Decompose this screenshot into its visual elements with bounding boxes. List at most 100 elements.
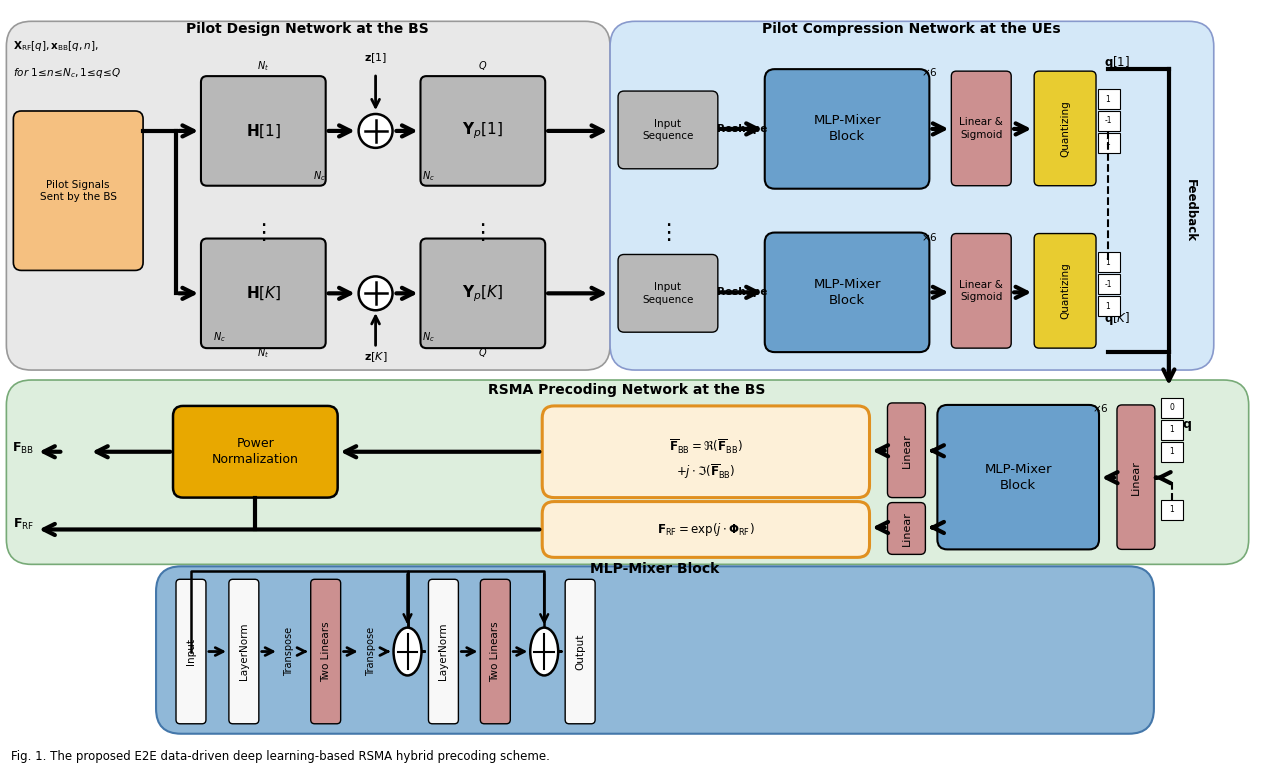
Bar <box>1097 111 1121 131</box>
Text: $N_c$: $N_c$ <box>213 330 225 344</box>
FancyBboxPatch shape <box>6 22 611 370</box>
Text: Pilot Compression Network at the UEs: Pilot Compression Network at the UEs <box>762 22 1061 36</box>
Text: $N_t$: $N_t$ <box>256 346 269 360</box>
Text: Linear &
Sigmoid: Linear & Sigmoid <box>960 280 1003 302</box>
Ellipse shape <box>394 628 421 675</box>
Text: $\mathbf{q}$: $\mathbf{q}$ <box>1182 419 1191 433</box>
Bar <box>1097 133 1121 152</box>
FancyBboxPatch shape <box>201 76 326 186</box>
Text: RSMA Precoding Network at the BS: RSMA Precoding Network at the BS <box>488 383 766 397</box>
FancyBboxPatch shape <box>176 579 206 724</box>
Text: MLP-Mixer
Block: MLP-Mixer Block <box>813 115 881 143</box>
Text: $\mathbf{z}[1]$: $\mathbf{z}[1]$ <box>365 52 388 65</box>
Text: Pilot Signals
Sent by the BS: Pilot Signals Sent by the BS <box>40 179 117 202</box>
Text: $\mathbf{q}[K]$: $\mathbf{q}[K]$ <box>1104 310 1130 327</box>
Text: $\mathbf{Y}_p[1]$: $\mathbf{Y}_p[1]$ <box>462 121 504 141</box>
FancyBboxPatch shape <box>173 406 337 497</box>
FancyBboxPatch shape <box>765 233 930 352</box>
Circle shape <box>358 276 393 310</box>
Text: Linear: Linear <box>1131 460 1141 494</box>
Text: 1: 1 <box>1105 139 1110 147</box>
FancyBboxPatch shape <box>618 254 717 332</box>
Text: Output: Output <box>576 634 585 670</box>
Text: $N_c$: $N_c$ <box>313 169 326 182</box>
FancyBboxPatch shape <box>618 91 717 169</box>
Text: $\mathbf{z}[K]$: $\mathbf{z}[K]$ <box>363 350 388 364</box>
Text: Linear: Linear <box>902 511 912 546</box>
Text: ⋮: ⋮ <box>251 223 274 243</box>
Text: Power
Normalization: Power Normalization <box>213 437 299 467</box>
Text: 1: 1 <box>1105 258 1110 267</box>
Text: $N_t$: $N_t$ <box>256 59 269 73</box>
Text: $\mathbf{F}_{\mathrm{RF}}$: $\mathbf{F}_{\mathrm{RF}}$ <box>13 517 33 531</box>
Text: $N_c$: $N_c$ <box>422 330 435 344</box>
Bar <box>1160 398 1182 418</box>
Text: Feedback: Feedback <box>1185 179 1198 242</box>
FancyBboxPatch shape <box>542 501 869 557</box>
Text: $\mathbf{X}_{\mathrm{RF}}[q], \mathbf{x}_{\mathrm{BB}}[q,n],$: $\mathbf{X}_{\mathrm{RF}}[q], \mathbf{x}… <box>13 39 99 53</box>
Text: Input
Sequence: Input Sequence <box>643 119 694 141</box>
Text: ⋮: ⋮ <box>657 223 679 243</box>
Bar <box>1097 89 1121 109</box>
FancyBboxPatch shape <box>201 239 326 348</box>
FancyBboxPatch shape <box>420 76 545 186</box>
Text: MLP-Mixer Block: MLP-Mixer Block <box>590 562 720 576</box>
Text: $\times 6$: $\times 6$ <box>1092 402 1109 414</box>
Text: $N_c$: $N_c$ <box>422 169 435 182</box>
Ellipse shape <box>531 628 558 675</box>
Text: Two Linears: Two Linears <box>321 621 331 682</box>
FancyBboxPatch shape <box>310 579 340 724</box>
FancyBboxPatch shape <box>542 406 869 497</box>
Circle shape <box>358 114 393 148</box>
Text: 1: 1 <box>1170 447 1175 457</box>
Text: $\times 6$: $\times 6$ <box>921 66 938 78</box>
FancyBboxPatch shape <box>229 579 259 724</box>
FancyBboxPatch shape <box>938 405 1099 550</box>
Text: $\mathbf{F}_{\mathrm{RF}}=\exp(j\cdot\boldsymbol{\Phi}_{\mathrm{RF}})$: $\mathbf{F}_{\mathrm{RF}}=\exp(j\cdot\bo… <box>657 521 755 538</box>
Text: Linear &
Sigmoid: Linear & Sigmoid <box>960 117 1003 139</box>
Text: $Q$: $Q$ <box>478 346 487 359</box>
Bar <box>1097 274 1121 294</box>
Text: $\mathbf{Y}_p[K]$: $\mathbf{Y}_p[K]$ <box>462 283 504 303</box>
Text: Input
Sequence: Input Sequence <box>643 282 694 304</box>
FancyBboxPatch shape <box>6 380 1248 564</box>
Text: Transpose: Transpose <box>366 627 376 676</box>
FancyBboxPatch shape <box>156 567 1154 734</box>
Text: Quantizing: Quantizing <box>1060 263 1070 320</box>
Text: 1: 1 <box>1105 302 1110 311</box>
Text: $\mathbf{q}[1]$: $\mathbf{q}[1]$ <box>1104 54 1130 71</box>
Text: $\mathbf{F}_{\mathrm{BB}}$: $\mathbf{F}_{\mathrm{BB}}$ <box>13 440 35 456</box>
Bar <box>1097 296 1121 316</box>
Text: $Q$: $Q$ <box>478 59 487 72</box>
FancyBboxPatch shape <box>1034 233 1096 348</box>
Text: Linear: Linear <box>902 433 912 467</box>
FancyBboxPatch shape <box>952 71 1011 186</box>
Text: -1: -1 <box>1104 116 1112 126</box>
Text: -1: -1 <box>1104 280 1112 289</box>
FancyBboxPatch shape <box>565 579 595 724</box>
Text: 1: 1 <box>1170 425 1175 434</box>
Text: 1: 1 <box>1105 95 1110 103</box>
FancyBboxPatch shape <box>420 239 545 348</box>
Bar <box>1160 420 1182 440</box>
Text: Reshape: Reshape <box>716 287 766 297</box>
Bar <box>1160 442 1182 462</box>
FancyBboxPatch shape <box>611 22 1213 370</box>
Text: ⋮: ⋮ <box>471 223 493 243</box>
Text: $\times 6$: $\times 6$ <box>921 230 938 243</box>
Text: $+j\cdot\Im(\overline{\mathbf{F}}_{\mathrm{BB}})$: $+j\cdot\Im(\overline{\mathbf{F}}_{\math… <box>676 462 735 481</box>
Bar <box>1160 500 1182 520</box>
FancyBboxPatch shape <box>887 503 925 554</box>
Text: MLP-Mixer
Block: MLP-Mixer Block <box>813 278 881 306</box>
Bar <box>1097 253 1121 273</box>
FancyBboxPatch shape <box>1117 405 1155 550</box>
Text: $\overline{\mathbf{F}}_{\mathrm{BB}}=\Re(\overline{\mathbf{F}}_{\mathrm{BB}})$: $\overline{\mathbf{F}}_{\mathrm{BB}}=\Re… <box>668 438 743 456</box>
FancyBboxPatch shape <box>887 403 925 497</box>
FancyBboxPatch shape <box>952 233 1011 348</box>
Text: Pilot Design Network at the BS: Pilot Design Network at the BS <box>187 22 429 36</box>
Text: $\mathbf{H}[K]$: $\mathbf{H}[K]$ <box>246 285 281 302</box>
Text: $\mathbf{H}[1]$: $\mathbf{H}[1]$ <box>246 122 281 139</box>
FancyBboxPatch shape <box>429 579 459 724</box>
Text: Reshape: Reshape <box>716 124 766 134</box>
Text: 0: 0 <box>1170 403 1175 413</box>
